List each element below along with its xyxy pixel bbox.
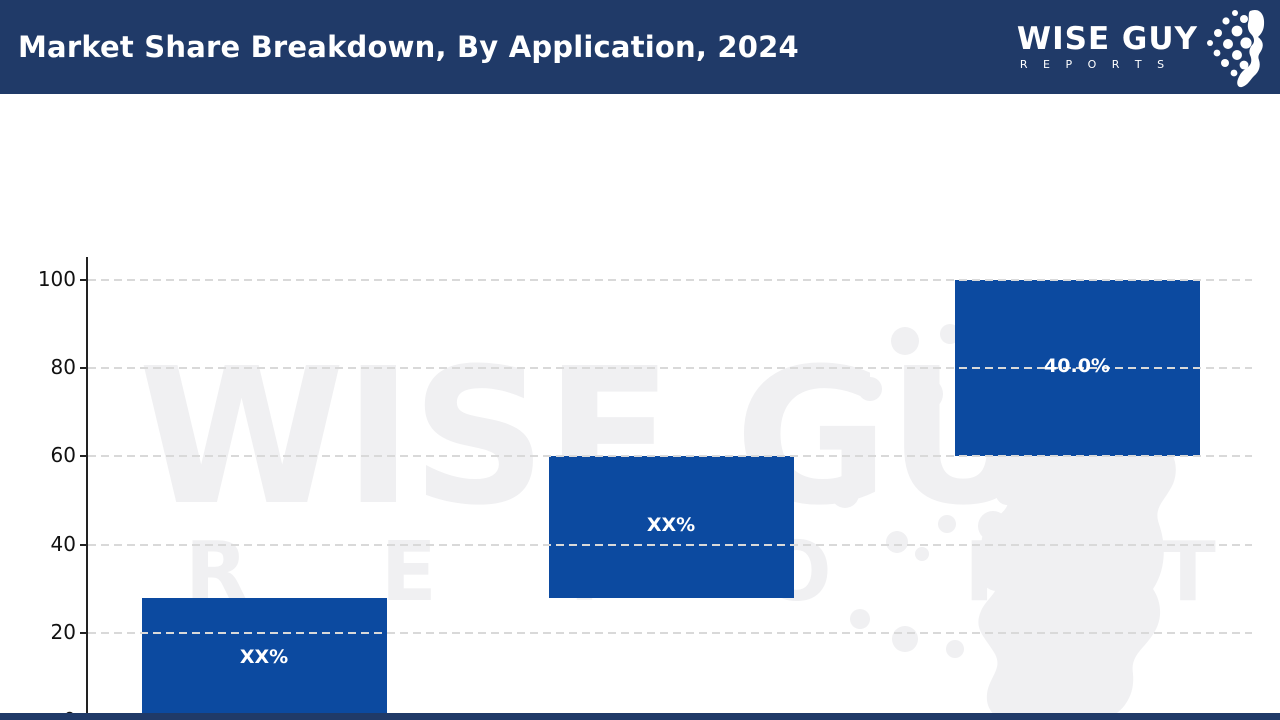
gridline [88,279,1252,281]
y-tick [80,367,88,370]
gridline [88,543,1252,546]
brand-logo: WISE GUY R E P O R T S [1017,5,1266,89]
footer-bar [0,713,1280,720]
y-tick-label: 40 [50,531,76,556]
y-tick [80,543,88,546]
brand-name: WISE GUY [1016,21,1198,57]
gridline [88,367,1252,370]
bar-value-label: 40.0% [1044,355,1110,378]
y-tick-label: 80 [50,355,76,380]
bar-value-label: XX% [239,646,289,669]
y-tick-label: 20 [50,619,76,644]
y-tick [80,631,88,634]
gridline [88,631,1252,634]
y-tick [80,279,88,281]
page-title: Market Share Breakdown, By Application, … [18,30,799,64]
y-axis-line [86,257,88,720]
bar-value-label: XX% [646,513,696,536]
brand-subtitle: R E P O R T S [1019,58,1171,71]
bar-renewable-energy [141,597,387,720]
y-tick [80,455,88,458]
brand-face-icon [1207,9,1265,88]
header: Market Share Breakdown, By Application, … [0,0,1280,94]
plot: XX%XX%40.0%020406080100Renewable EnergyD… [0,94,1280,720]
gridline [88,455,1252,458]
bar-distribution-lines [548,456,794,598]
chart-area: WISE GUY R E P O R T S XX%XX%40.0%020406… [0,94,1280,720]
y-tick-label: 100 [37,267,76,291]
y-tick-label: 60 [50,443,76,468]
brand-wordmark: WISE GUY R E P O R T S [1016,21,1198,71]
